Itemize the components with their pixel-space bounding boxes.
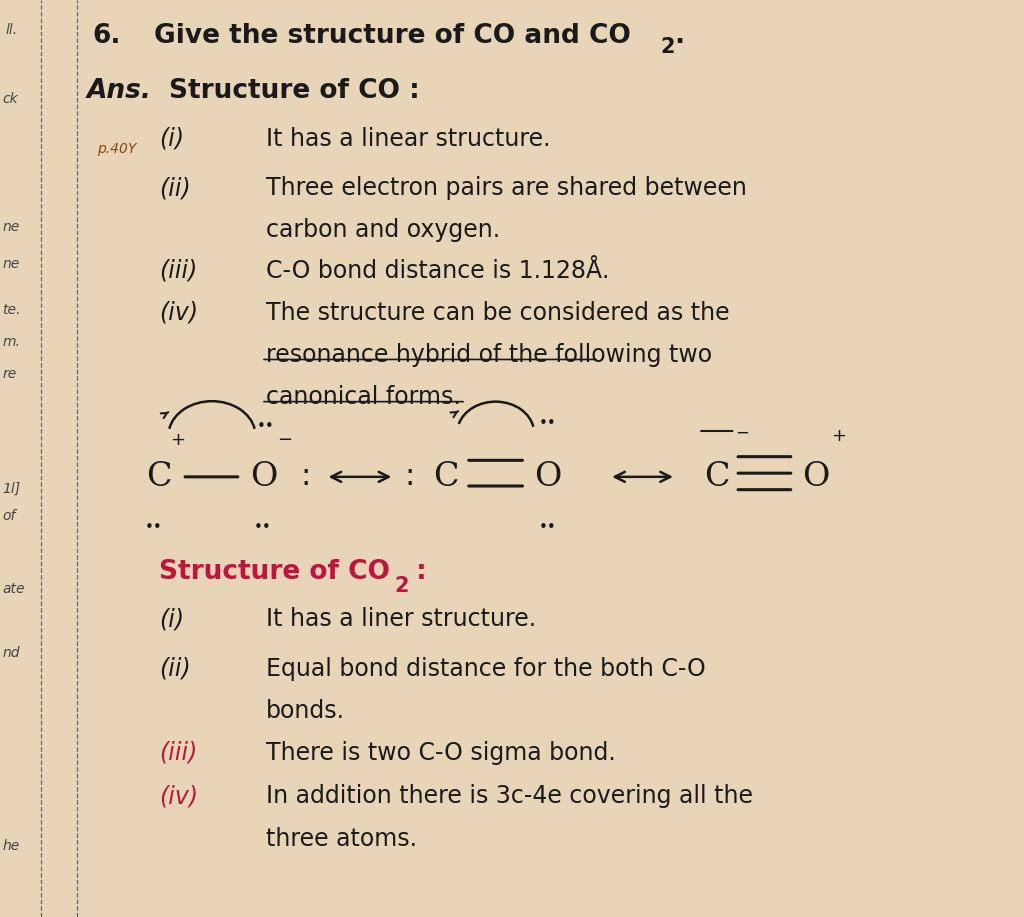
- Text: O: O: [251, 461, 278, 492]
- Text: he: he: [2, 839, 19, 853]
- Text: (ii): (ii): [159, 176, 190, 200]
- Text: canonical forms.: canonical forms.: [266, 385, 461, 409]
- Text: ••: ••: [256, 419, 274, 434]
- Text: (i): (i): [159, 607, 184, 631]
- Text: In addition there is 3c-4e covering all the: In addition there is 3c-4e covering all …: [266, 784, 754, 808]
- Text: p.40Y: p.40Y: [97, 142, 136, 156]
- Text: +: +: [831, 427, 846, 446]
- Text: 1l]: 1l]: [2, 481, 20, 495]
- Text: Structure of CO: Structure of CO: [159, 559, 390, 585]
- Text: Give the structure of CO and CO: Give the structure of CO and CO: [154, 23, 631, 49]
- Text: :: :: [407, 559, 426, 585]
- Text: :: :: [404, 462, 415, 492]
- Text: O: O: [803, 461, 829, 492]
- Text: Ans.: Ans.: [87, 78, 152, 104]
- Text: ••: ••: [539, 520, 557, 535]
- Text: ll.: ll.: [5, 23, 17, 37]
- Text: C-O bond distance is 1.128Å.: C-O bond distance is 1.128Å.: [266, 259, 609, 282]
- Text: bonds.: bonds.: [266, 699, 345, 723]
- Text: ••: ••: [144, 520, 163, 535]
- Text: :: :: [300, 462, 310, 492]
- Text: re: re: [2, 367, 16, 381]
- Text: There is two C-O sigma bond.: There is two C-O sigma bond.: [266, 741, 616, 765]
- Text: (i): (i): [159, 127, 184, 150]
- Text: m.: m.: [2, 335, 19, 348]
- Text: Structure of CO :: Structure of CO :: [169, 78, 420, 104]
- Text: (ii): (ii): [159, 657, 190, 680]
- Text: ••: ••: [253, 520, 271, 535]
- Text: −: −: [278, 431, 292, 449]
- Text: ••: ••: [539, 416, 557, 431]
- Text: of: of: [2, 509, 15, 523]
- Text: 2: 2: [660, 37, 675, 57]
- Text: C: C: [146, 461, 171, 492]
- Text: 2: 2: [394, 576, 409, 596]
- Text: It has a linear structure.: It has a linear structure.: [266, 127, 551, 150]
- Text: Three electron pairs are shared between: Three electron pairs are shared between: [266, 176, 748, 200]
- Text: C: C: [433, 461, 458, 492]
- Text: ate: ate: [2, 582, 25, 596]
- Text: It has a liner structure.: It has a liner structure.: [266, 607, 537, 631]
- Text: 6.: 6.: [92, 23, 121, 49]
- Text: The structure can be considered as the: The structure can be considered as the: [266, 301, 730, 325]
- Text: te.: te.: [2, 303, 20, 316]
- Text: (iii): (iii): [159, 741, 197, 765]
- Text: −: −: [735, 424, 750, 442]
- Text: three atoms.: three atoms.: [266, 827, 417, 851]
- Text: nd: nd: [2, 646, 19, 660]
- Text: carbon and oxygen.: carbon and oxygen.: [266, 218, 501, 242]
- Text: +: +: [170, 431, 184, 449]
- Text: .: .: [674, 23, 684, 49]
- Text: C: C: [705, 461, 729, 492]
- Text: O: O: [535, 461, 561, 492]
- Text: Equal bond distance for the both C-O: Equal bond distance for the both C-O: [266, 657, 706, 680]
- Text: ne: ne: [2, 257, 19, 271]
- Text: (iv): (iv): [159, 784, 198, 808]
- Text: (iv): (iv): [159, 301, 198, 325]
- Text: ne: ne: [2, 220, 19, 234]
- Text: resonance hybrid of the following two: resonance hybrid of the following two: [266, 343, 713, 367]
- Text: ck: ck: [2, 92, 17, 105]
- Text: (iii): (iii): [159, 259, 197, 282]
